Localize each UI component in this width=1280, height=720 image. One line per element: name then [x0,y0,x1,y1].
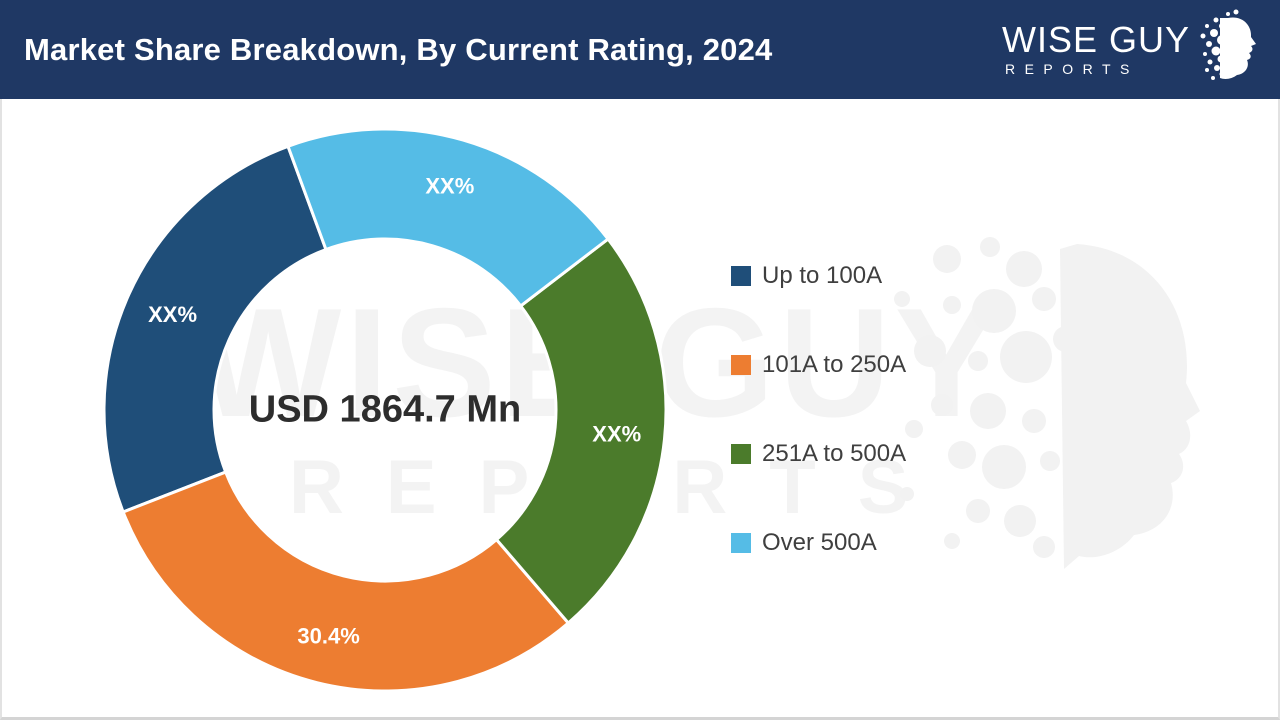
legend-swatch-101a-to-250a [731,355,751,375]
legend-label-over-500a: Over 500A [762,529,877,556]
legend: Up to 100A 101A to 250A 251A to 500A Ove… [731,262,906,557]
page-title: Market Share Breakdown, By Current Ratin… [24,31,773,67]
logo-text: WISE GUY REPORTS [1001,19,1190,78]
legend-item-251a-to-500a[interactable]: 251A to 500A [731,440,906,468]
legend-label-251a-to-500a: 251A to 500A [762,440,907,467]
logo-head-icon [1200,9,1256,80]
legend-label-up-to-100a: Up to 100A [762,262,883,289]
logo-subtext: REPORTS [1004,61,1139,77]
donut-slice-1[interactable] [121,470,570,693]
legend-item-over-500a[interactable]: Over 500A [731,529,906,557]
slice-label-3: XX% [425,174,474,199]
legend-item-up-to-100a[interactable]: Up to 100A [731,262,906,290]
donut-slice-2[interactable] [495,237,668,625]
slice-label-0: XX% [148,302,197,327]
wise-guy-logo: WISE GUY REPORTS [1002,8,1258,92]
header: Market Share Breakdown, By Current Ratin… [0,0,1280,99]
legend-swatch-over-500a [731,533,751,553]
watermark-head-icon [894,237,1200,569]
legend-label-101a-to-250a: 101A to 250A [762,351,907,378]
donut-slice-3[interactable] [286,127,610,308]
logo-wordmark: WISE GUY [1001,19,1190,60]
legend-swatch-up-to-100a [731,266,751,286]
slice-label-1: 30.4% [297,624,359,649]
donut-center-value: USD 1864.7 Mn [248,388,522,431]
donut-chart: XX% 30.4% XX% XX% [102,127,668,693]
legend-swatch-251a-to-500a [731,444,751,464]
donut-slice-0[interactable] [102,144,328,514]
chart-area: WISE GUY REPORTS XX%30.4%XX%XX% USD 1864… [0,99,1280,720]
legend-item-101a-to-250a[interactable]: 101A to 250A [731,351,906,379]
slice-label-2: XX% [592,421,641,446]
